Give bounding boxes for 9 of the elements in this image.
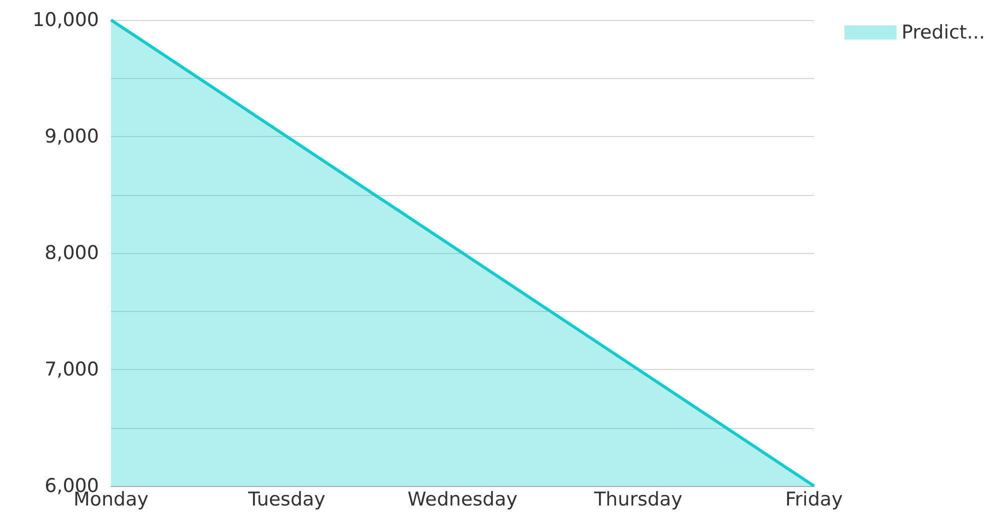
x-tick-label: Friday: [785, 488, 843, 510]
legend-label: Predict...: [901, 22, 985, 44]
y-tick-label: 9,000: [44, 126, 99, 148]
y-tick-label: 8,000: [44, 242, 99, 264]
x-tick-label: Thursday: [593, 488, 682, 510]
x-tick-label: Tuesday: [247, 488, 326, 510]
x-tick-label: Wednesday: [407, 488, 518, 510]
y-tick-label: 7,000: [44, 358, 99, 380]
y-tick-label: 10,000: [32, 9, 99, 31]
